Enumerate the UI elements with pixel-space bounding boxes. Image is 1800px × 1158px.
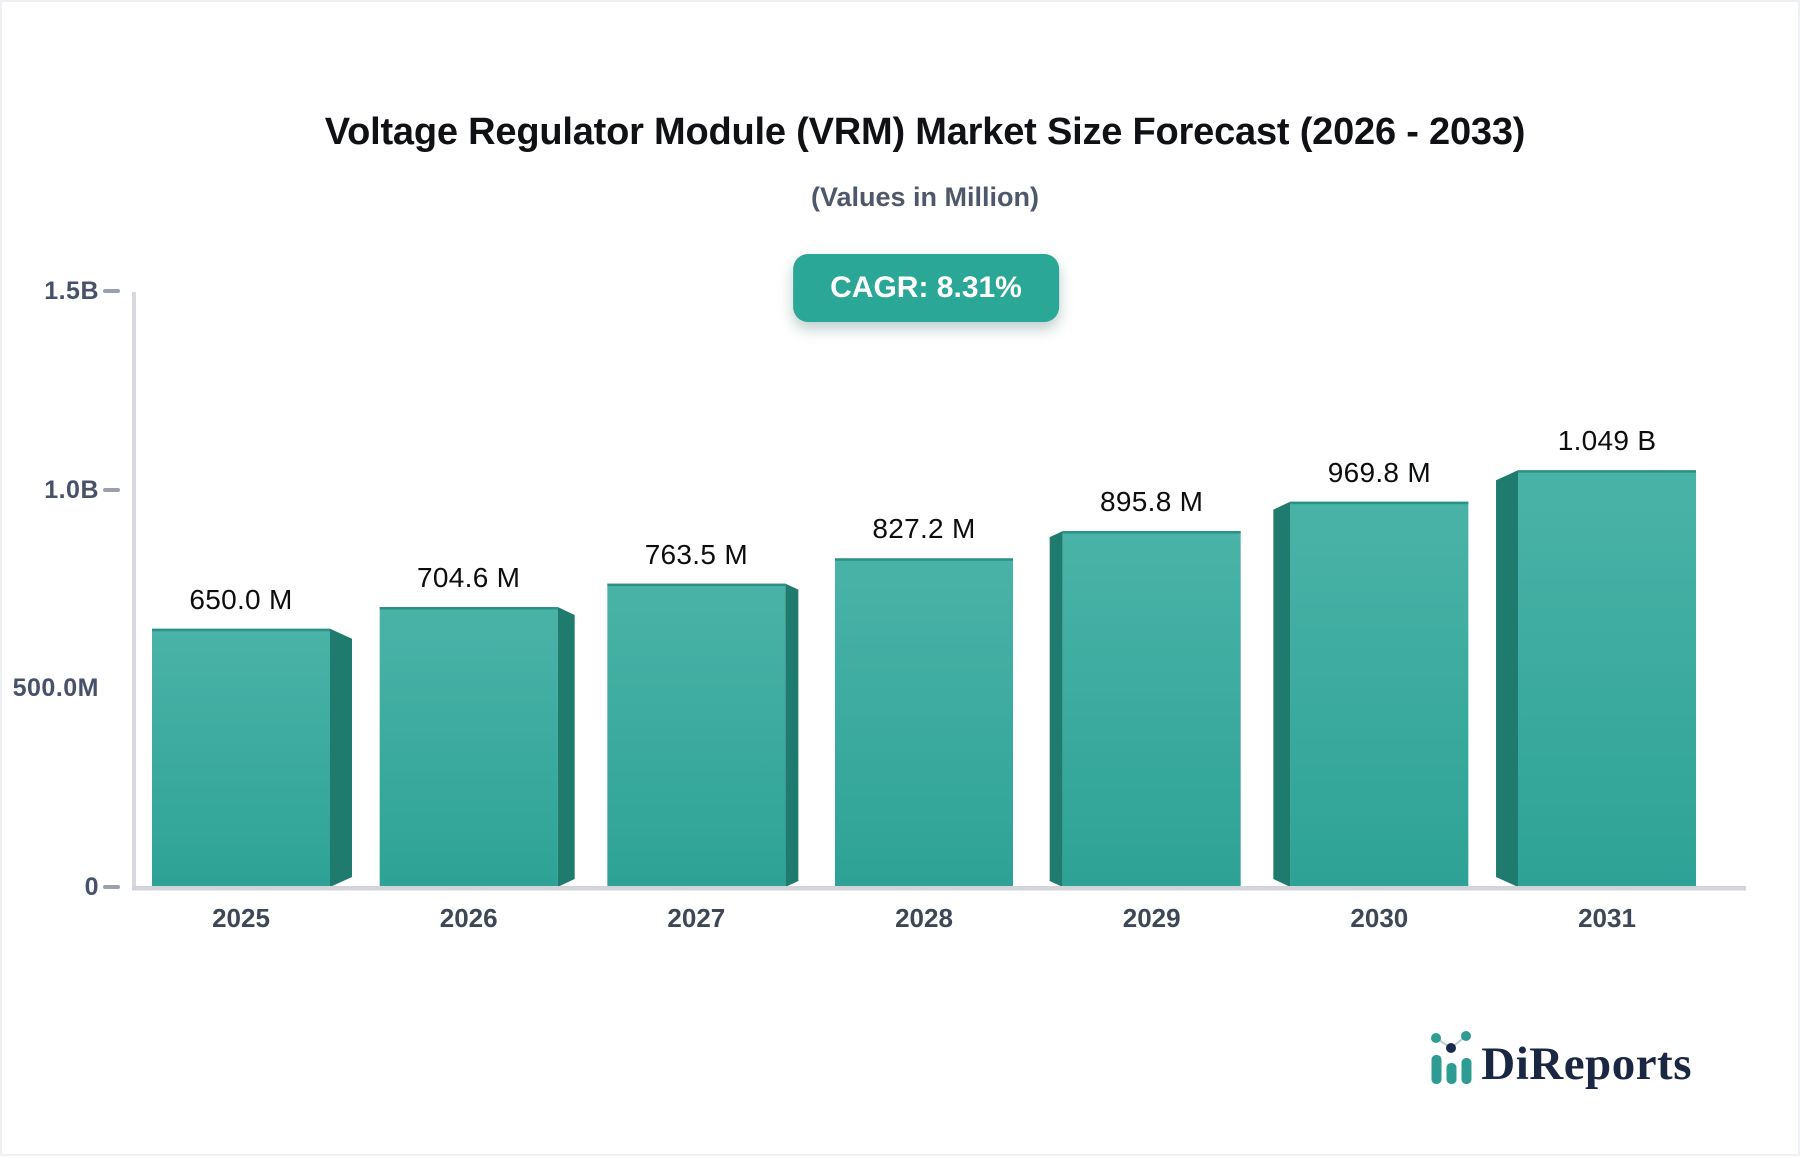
- bar-face: [152, 628, 330, 887]
- y-axis-tick-label: 1.0B: [44, 475, 99, 504]
- bar-value-label: 895.8 M: [1100, 486, 1204, 518]
- x-axis-label: 2028: [895, 903, 953, 933]
- bar-top-edge: [1518, 470, 1697, 473]
- y-axis-tick-label: 1.5B: [44, 277, 99, 305]
- x-axis-label: 2031: [1578, 903, 1636, 933]
- bar-side: [1049, 531, 1063, 887]
- bar-side: [557, 607, 575, 887]
- chart-title: Voltage Regulator Module (VRM) Market Si…: [324, 111, 1526, 153]
- x-axis-label: 2026: [439, 903, 498, 933]
- brand-name: DiReports: [1481, 1038, 1692, 1090]
- bar-side: [1496, 470, 1519, 887]
- bar-face: [1290, 501, 1469, 887]
- bar-face: [835, 558, 1014, 887]
- bar-2030[interactable]: [1273, 501, 1469, 887]
- bar-2026[interactable]: [379, 607, 575, 887]
- bar-top-edge: [379, 607, 558, 610]
- bar-value-label: 704.6 M: [417, 562, 521, 594]
- bar-top-edge: [152, 628, 330, 632]
- y-axis-tick-dash: [103, 885, 120, 889]
- bar-top-edge: [607, 583, 786, 587]
- bar-value-label: 650.0 M: [189, 583, 293, 615]
- bar-top-edge: [835, 558, 1014, 561]
- bar-value-label: 763.5 M: [644, 538, 748, 570]
- bar-top-edge: [1062, 531, 1241, 534]
- x-axis-line: [132, 886, 1746, 891]
- bar-top-edge: [1290, 501, 1469, 505]
- brand-logo: DiReports: [1431, 1030, 1692, 1088]
- bar-face: [1518, 470, 1697, 887]
- y-axis-tick-label: 500.0M: [12, 674, 99, 703]
- x-axis-label: 2030: [1350, 903, 1409, 933]
- x-axis-label: 2029: [1122, 903, 1181, 933]
- y-axis-line: [132, 292, 136, 888]
- bar-2025[interactable]: [152, 628, 352, 887]
- y-axis-tick-dash: [103, 289, 120, 293]
- bar-face: [607, 583, 786, 887]
- bar-face: [1062, 531, 1241, 887]
- bar-side: [785, 583, 799, 887]
- bar-chart-logo-icon: [1431, 1031, 1472, 1084]
- y-axis-tick-dash: [103, 487, 120, 492]
- bar-value-label: 969.8 M: [1327, 456, 1431, 488]
- bar-face: [379, 607, 558, 887]
- y-axis-tick-label: 0: [84, 873, 99, 901]
- bar-2027[interactable]: [607, 583, 799, 887]
- chart-subtitle: (Values in Million): [810, 182, 1040, 212]
- x-axis-label: 2027: [667, 903, 726, 933]
- bar-side: [1273, 501, 1291, 887]
- cagr-badge: CAGR: 8.31%: [793, 254, 1059, 322]
- bar-side: [330, 628, 352, 887]
- bar-2031[interactable]: [1496, 470, 1697, 887]
- bar-2028[interactable]: [835, 558, 1014, 887]
- bar-2029[interactable]: [1049, 531, 1241, 887]
- bar-value-label: 1.049 B: [1557, 425, 1657, 457]
- x-axis-label: 2025: [212, 903, 270, 933]
- bar-value-label: 827.2 M: [872, 513, 976, 545]
